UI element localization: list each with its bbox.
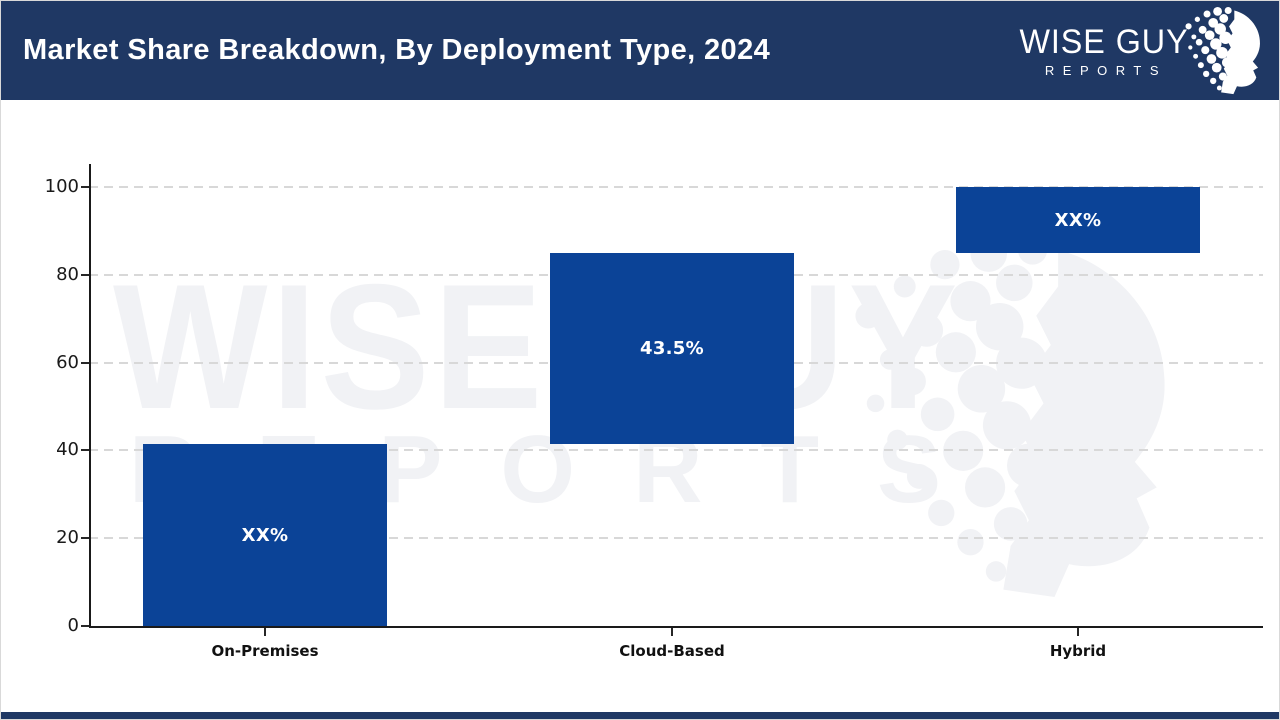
y-tick-80 (81, 273, 89, 276)
bar-value-label: 43.5% (640, 338, 704, 360)
y-tick-20 (81, 537, 89, 540)
x-tick-label-1: Cloud-Based (619, 642, 725, 660)
wise-guy-reports-logo: WISE GUY REPORTS (1015, 5, 1265, 97)
y-tick-40 (81, 449, 89, 452)
y-tick-0 (81, 625, 89, 627)
plot-region: 0 20 40 60 80 100 XX% 43.5% XX% On-Premises Cloud-… (1, 100, 1279, 712)
bar-value-label: XX% (1054, 209, 1102, 231)
bar-cloud-based: 43.5% (550, 253, 794, 445)
header-bar: Market Share Breakdown, By Deployment Ty… (1, 1, 1279, 100)
bar-hybrid: XX% (956, 187, 1200, 254)
y-tick-label-40: 40 (56, 439, 79, 461)
y-axis-spine (89, 164, 91, 628)
dotted-head-icon (1179, 7, 1265, 95)
gridline-20 (89, 537, 1263, 540)
bar-value-label: XX% (241, 524, 289, 546)
y-tick-label-80: 80 (56, 263, 79, 285)
chart-title: Market Share Breakdown, By Deployment Ty… (23, 34, 771, 66)
y-tick-100 (81, 186, 89, 188)
y-tick-60 (81, 361, 89, 364)
y-tick-label-0: 0 (67, 615, 79, 636)
x-axis-spine (89, 626, 1263, 628)
y-tick-label-60: 60 (56, 351, 79, 373)
logo-text: WISE GUY REPORTS (1015, 25, 1193, 77)
x-tick-0 (264, 628, 266, 636)
x-tick-label-2: Hybrid (1049, 642, 1107, 660)
footer-bar (1, 712, 1279, 719)
gridline-40 (89, 449, 1263, 452)
y-tick-label-100: 100 (44, 176, 79, 197)
x-tick-2 (1077, 628, 1079, 636)
y-tick-label-20: 20 (56, 527, 79, 549)
logo-wordmark: WISE GUY (1019, 23, 1189, 61)
x-tick-label-0: On-Premises (211, 642, 319, 660)
logo-subtext: REPORTS (1044, 63, 1168, 78)
chart-area: WISE GUY REPORTS 0 20 40 60 80 100 XX% 43.5% XX%… (1, 100, 1279, 712)
x-tick-1 (671, 628, 673, 636)
gridline-100 (89, 186, 1263, 188)
bar-on-premises: XX% (143, 444, 387, 626)
